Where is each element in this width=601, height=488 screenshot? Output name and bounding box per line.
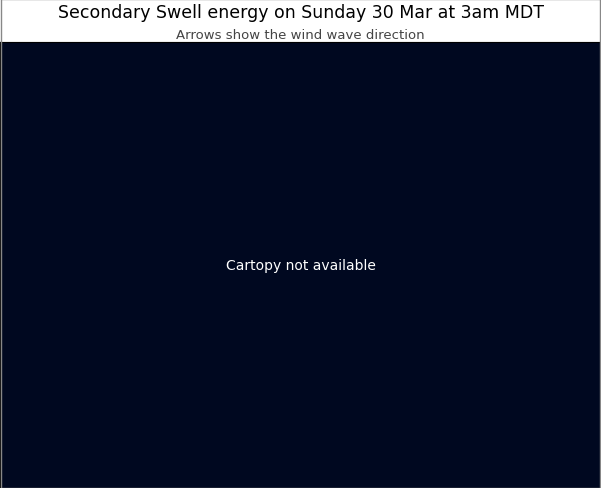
Text: Arrows show the wind wave direction: Arrows show the wind wave direction bbox=[176, 29, 425, 41]
Text: Cartopy not available: Cartopy not available bbox=[225, 259, 376, 272]
Text: Secondary Swell energy on Sunday 30 Mar at 3am MDT: Secondary Swell energy on Sunday 30 Mar … bbox=[58, 4, 543, 22]
